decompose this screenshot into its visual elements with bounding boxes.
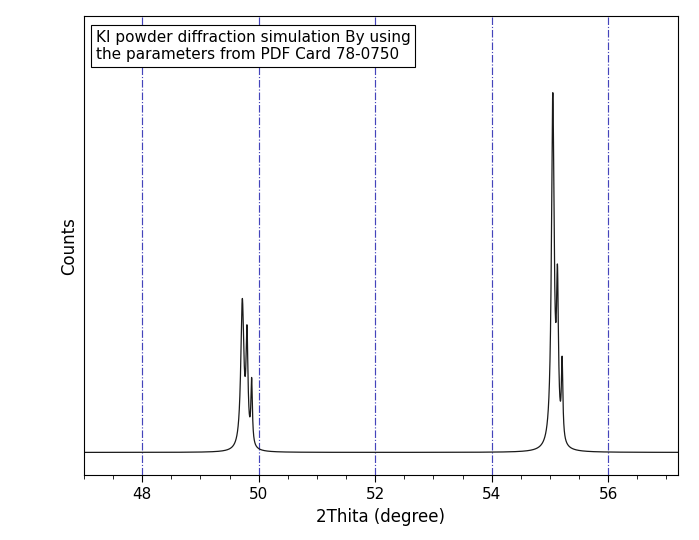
Text: KI powder diffraction simulation By using
the parameters from PDF Card 78-0750: KI powder diffraction simulation By usin… [96, 30, 410, 63]
Y-axis label: Counts: Counts [60, 217, 78, 275]
X-axis label: 2Thita (degree): 2Thita (degree) [317, 508, 445, 525]
